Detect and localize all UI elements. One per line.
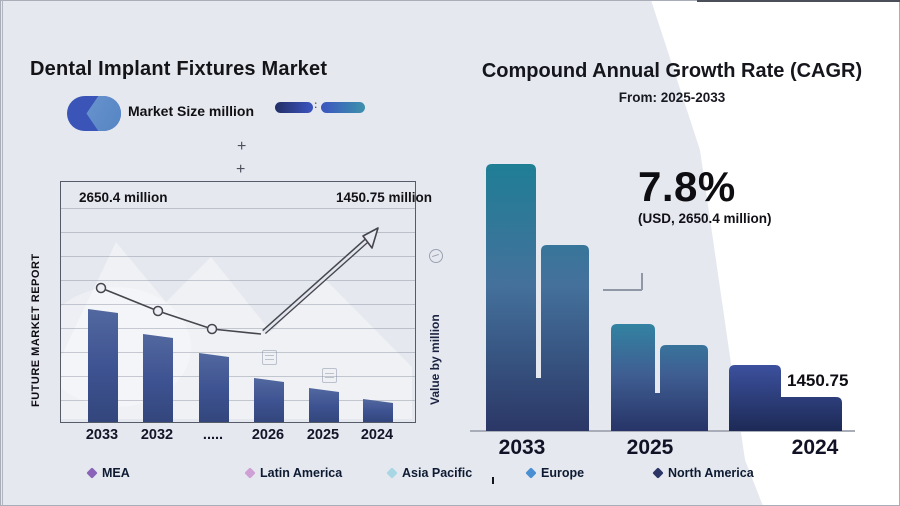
value-annotation-2024: 1450.75	[787, 371, 849, 390]
legend-label: Asia Pacific	[402, 466, 473, 480]
x-label-2032: 2032	[140, 427, 174, 443]
gridline	[61, 376, 415, 377]
market-bar-.....	[199, 353, 229, 422]
minus-circle-icon	[429, 249, 443, 263]
report-watermark-vertical: FUTURE MARKET REPORT	[30, 253, 42, 407]
market-bar-2024	[363, 399, 393, 422]
tick-mark	[492, 477, 494, 484]
legend-item-latin-america: Latin America	[244, 466, 343, 480]
market-bar-2033	[88, 309, 118, 422]
x-label-.....: .....	[202, 427, 224, 443]
x-label-2033: 2033	[85, 427, 119, 443]
value-axis-label: Value by million	[428, 314, 442, 405]
legend-item-asia-pacific: Asia Pacific	[386, 466, 473, 480]
step-line-horizontal	[603, 289, 642, 291]
pill-separator: :	[314, 100, 318, 111]
cagr-bar-pair-2033	[486, 164, 589, 431]
plus-icon: +	[236, 161, 246, 178]
page-title: Dental Implant Fixtures Market	[30, 58, 328, 80]
cagr-x-label-2024: 2024	[791, 436, 839, 459]
x-label-2025: 2025	[306, 427, 340, 443]
cagr-note: (USD, 2650.4 million)	[638, 211, 772, 226]
market-bar-2025	[309, 388, 339, 422]
step-line-vertical	[641, 273, 643, 290]
legend-label: MEA	[102, 466, 130, 480]
legend-diamond-icon	[652, 467, 664, 479]
chart-annotation-2024: 1450.75 million	[335, 190, 432, 205]
gridline	[61, 208, 415, 209]
legend-label: North America	[668, 466, 754, 480]
legend-item-mea: MEA	[86, 466, 130, 480]
plus-icon: +	[237, 138, 247, 155]
cagr-bar-pair-2025	[611, 324, 708, 431]
legend-label: Latin America	[260, 466, 343, 480]
market-size-chart: 2650.4 million 1450.75 million	[60, 181, 432, 423]
chart-annotation-2033: 2650.4 million	[79, 190, 168, 205]
cagr-title: Compound Annual Growth Rate (CAGR)	[481, 60, 863, 82]
cagr-value: 7.8%	[638, 163, 736, 210]
legend-diamond-icon	[244, 467, 256, 479]
window-frame-top-dark-edge	[697, 0, 900, 2]
gridline	[61, 304, 415, 305]
cagr-x-label-2033: 2033	[498, 436, 546, 459]
gradient-pill-right-icon	[321, 102, 365, 113]
market-bar-2026	[254, 378, 284, 422]
gridline	[61, 280, 415, 281]
gradient-pill-left-icon	[275, 102, 313, 113]
window-frame-left-edge	[2, 0, 3, 506]
legend-diamond-icon	[525, 467, 537, 479]
legend-diamond-icon	[386, 467, 398, 479]
legend-diamond-icon	[86, 467, 98, 479]
cagr-bar-pair-2024	[729, 365, 842, 431]
trend-line-arrow	[95, 227, 379, 335]
cylinder-icon	[67, 96, 121, 131]
cagr-bar-chart	[470, 164, 855, 432]
legend-item-north-america: North America	[652, 466, 754, 480]
cagr-period: From: 2025-2033	[618, 90, 726, 105]
gridline	[61, 400, 415, 401]
legend-label: Europe	[541, 466, 585, 480]
gridline	[61, 232, 415, 233]
watermark-document-icon	[322, 368, 337, 383]
gridline	[61, 256, 415, 257]
market-size-label: Market Size million	[128, 103, 255, 119]
x-label-2026: 2026	[251, 427, 285, 443]
watermark-document-icon	[262, 350, 277, 365]
gridline	[61, 328, 415, 329]
cylinder-facet	[86, 96, 121, 131]
legend-item-europe: Europe	[525, 466, 585, 480]
cagr-x-label-2025: 2025	[626, 436, 674, 459]
gridline	[61, 352, 415, 353]
x-label-2024: 2024	[360, 427, 394, 443]
region-legend: MEA Latin America Asia Pacific Europe North …	[0, 466, 900, 488]
market-bar-2032	[143, 334, 173, 422]
